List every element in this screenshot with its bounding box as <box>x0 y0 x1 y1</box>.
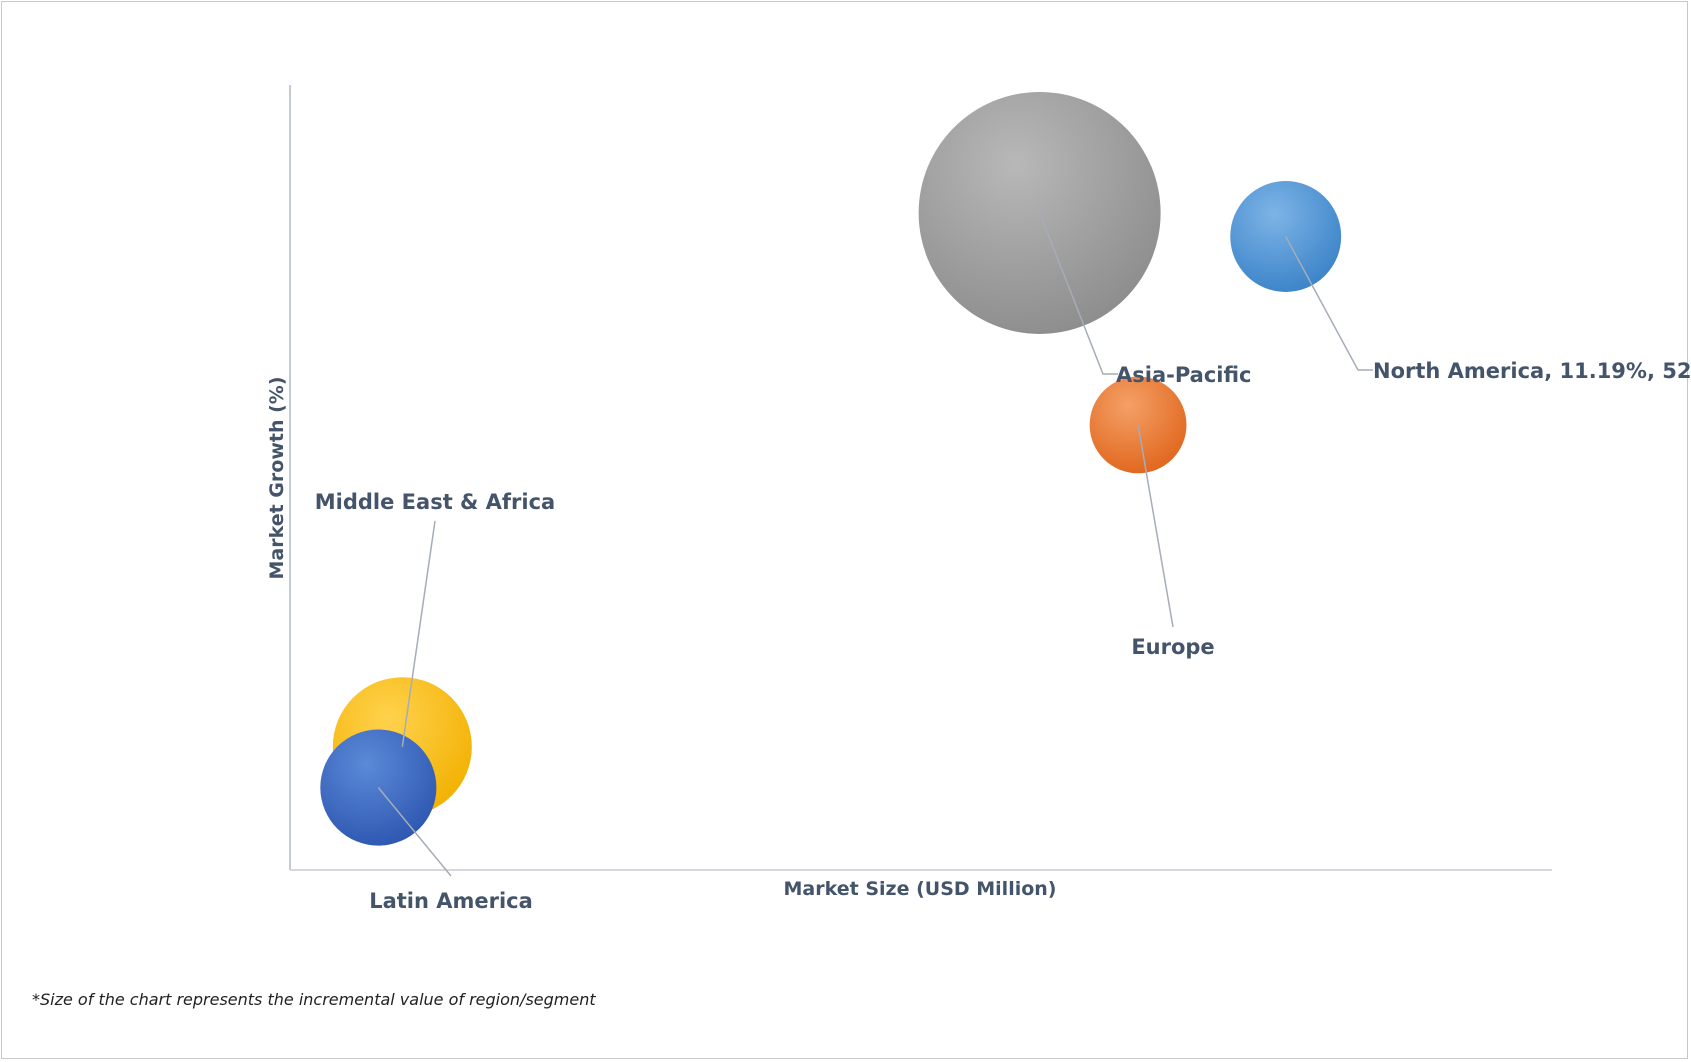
data-label-latin-america: Latin America <box>369 889 533 913</box>
leader-line-europe <box>1137 424 1174 628</box>
data-label-middle-east-africa: Middle East & Africa <box>315 490 555 514</box>
leader-line-asia-pacific <box>1038 212 1118 375</box>
chart-footnote: *Size of the chart represents the increm… <box>32 990 596 1009</box>
x-axis-title: Market Size (USD Million) <box>784 878 1057 900</box>
y-axis-title: Market Growth (%) <box>266 376 288 579</box>
data-label-europe: Europe <box>1131 635 1214 659</box>
data-label-asia-pacific: Asia-Pacific <box>1116 363 1252 387</box>
leader-line-north-america <box>1285 236 1373 371</box>
leader-line-latin-america <box>377 787 452 877</box>
leader-line-middle-east-africa <box>401 520 436 747</box>
data-label-north-america: North America, 11.19%, 52.11 <box>1373 359 1691 383</box>
